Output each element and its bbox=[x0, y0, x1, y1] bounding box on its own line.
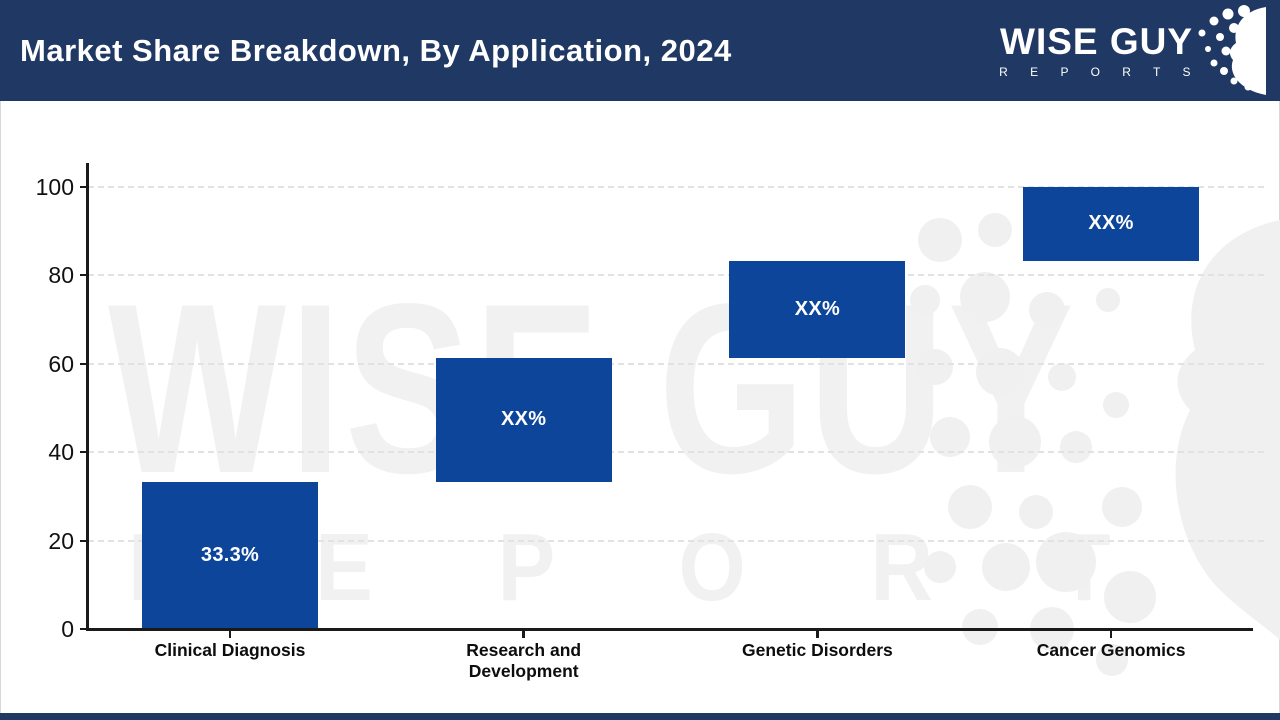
bar: XX% bbox=[435, 358, 612, 482]
y-tick-label: 100 bbox=[35, 174, 74, 200]
logo-subtext: R E P O R T S bbox=[999, 64, 1200, 79]
x-category-label: Clinical Diagnosis bbox=[154, 640, 306, 660]
y-tick-mark bbox=[80, 274, 88, 277]
brand-logo: WISE GUY R E P O R T S bbox=[993, 4, 1266, 97]
x-category-label: Genetic Disorders bbox=[742, 640, 893, 660]
grid-line bbox=[88, 362, 1264, 365]
logo-wordmark: WISE GUY bbox=[1000, 20, 1194, 62]
x-category-label: Research and Development bbox=[466, 640, 582, 681]
page-title: Market Share Breakdown, By Application, … bbox=[20, 32, 732, 68]
y-tick-mark bbox=[80, 539, 88, 542]
bar-value-label: XX% bbox=[501, 408, 547, 431]
bar: XX% bbox=[1023, 187, 1200, 261]
x-tick-mark bbox=[816, 630, 819, 638]
grid-line bbox=[88, 539, 1264, 542]
y-tick-label: 20 bbox=[48, 527, 74, 554]
y-tick-mark bbox=[80, 362, 88, 365]
y-axis-line bbox=[86, 163, 89, 631]
y-tick-label: 60 bbox=[48, 350, 74, 377]
y-tick-mark bbox=[80, 628, 88, 630]
grid-line bbox=[88, 186, 1264, 188]
x-axis-line bbox=[86, 628, 1253, 631]
grid-line bbox=[88, 274, 1264, 277]
x-category-label: Cancer Genomics bbox=[1036, 640, 1186, 660]
y-tick-label: 80 bbox=[48, 262, 74, 289]
y-tick-mark bbox=[80, 186, 88, 188]
header: Market Share Breakdown, By Application, … bbox=[0, 0, 1280, 101]
x-tick-mark bbox=[1109, 630, 1113, 638]
y-tick-mark bbox=[80, 451, 88, 454]
bar-value-label: XX% bbox=[1088, 212, 1134, 235]
grid-line bbox=[88, 451, 1264, 454]
x-tick-mark bbox=[228, 630, 232, 638]
y-tick-label: 0 bbox=[61, 616, 74, 642]
footer-bar bbox=[0, 713, 1280, 720]
x-tick-mark bbox=[522, 630, 525, 638]
bar: XX% bbox=[729, 260, 906, 359]
bar-value-label: XX% bbox=[794, 297, 841, 320]
y-tick-label: 40 bbox=[48, 439, 74, 466]
bar-value-label: 33.3% bbox=[200, 543, 260, 566]
logo-face-icon bbox=[1198, 4, 1266, 95]
bar: 33.3% bbox=[142, 481, 318, 629]
